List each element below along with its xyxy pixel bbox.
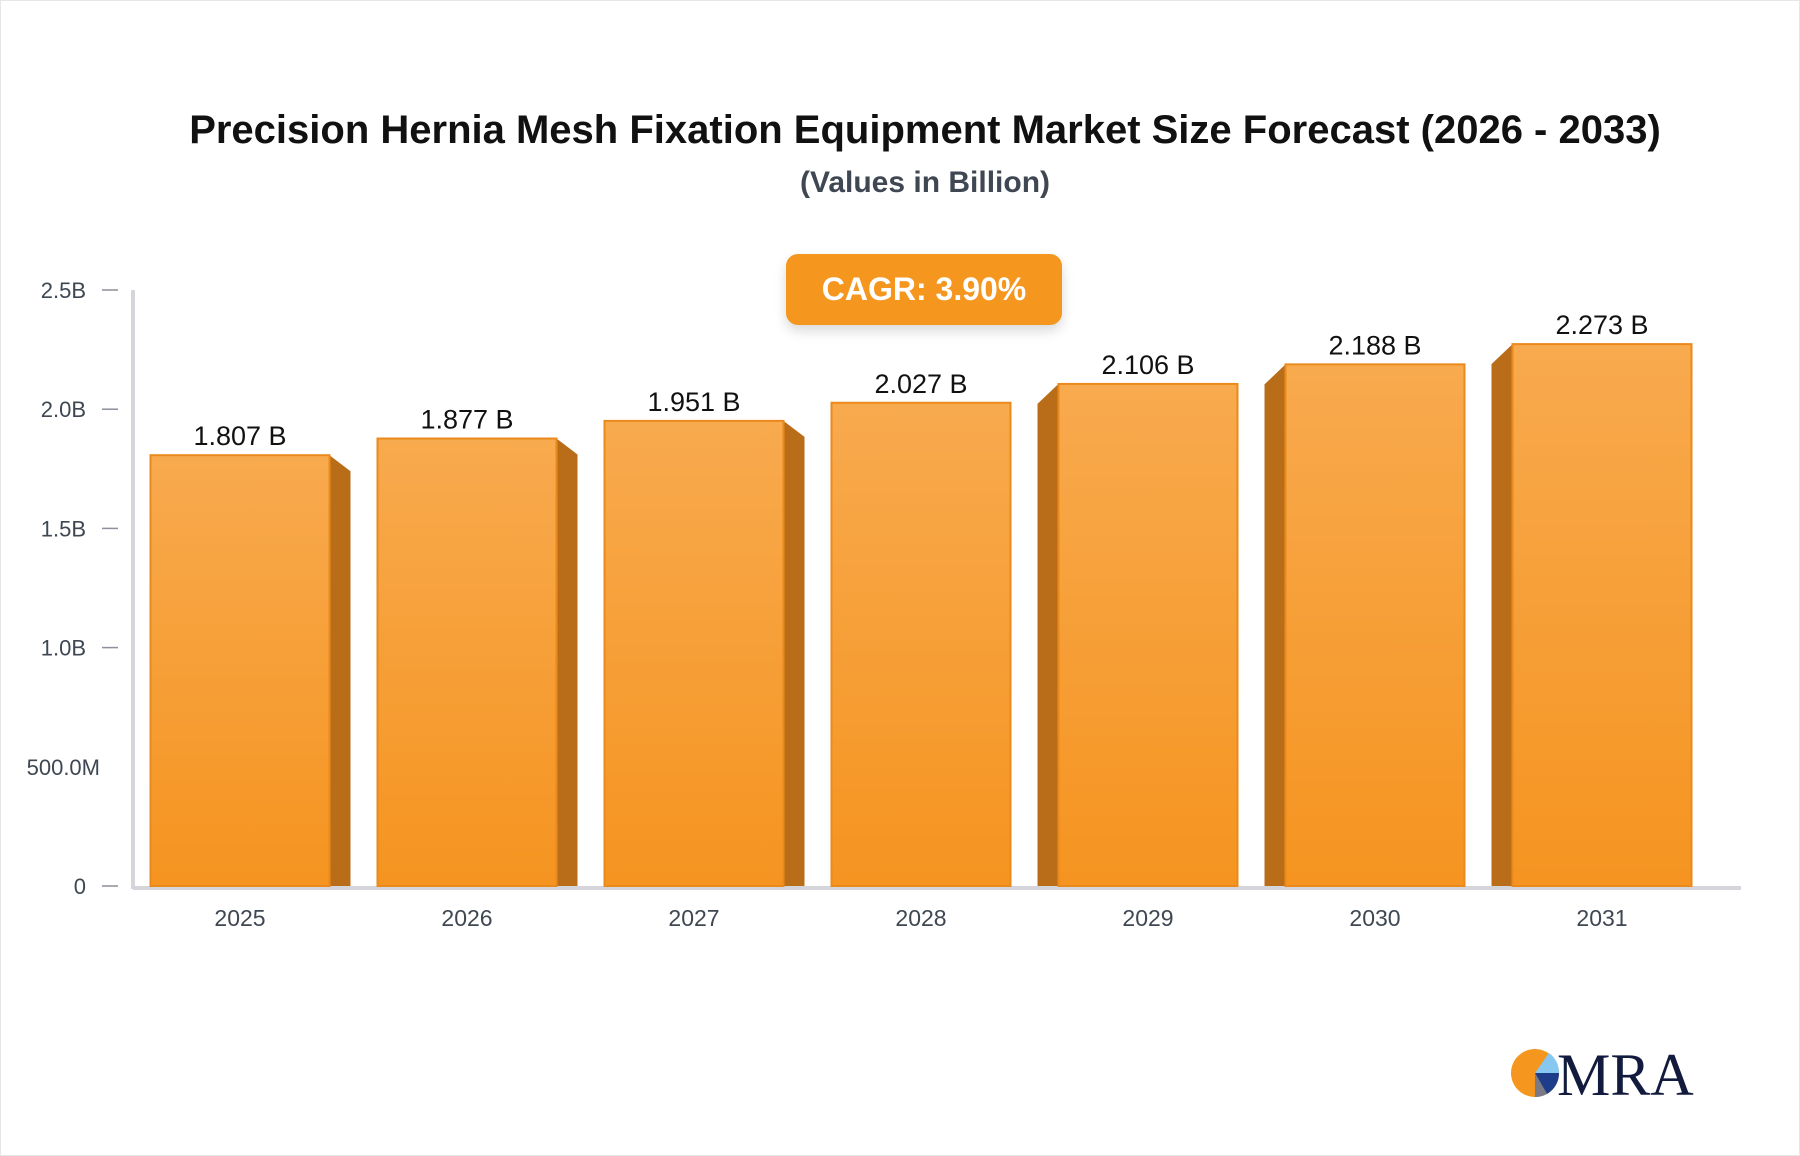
x-tick-label: 2031 (1576, 905, 1627, 931)
bar-2030 (1284, 363, 1466, 887)
y-tick-label: 2.5B (41, 278, 86, 303)
data-label: 2.027 B (874, 369, 967, 399)
bar-2029 (1057, 382, 1239, 887)
bar-2031 (1511, 343, 1693, 887)
bar-side (1491, 344, 1513, 886)
mra-logo: MRA (1511, 1042, 1694, 1102)
bar-side (556, 438, 578, 886)
bar-2028 (830, 401, 1012, 887)
chart-title: Precision Hernia Mesh Fixation Equipment… (189, 108, 1661, 152)
bar-side (1037, 383, 1059, 886)
bar-side (329, 455, 351, 886)
x-tick-label: 2028 (895, 905, 946, 931)
svg-text:MRA: MRA (1557, 1042, 1694, 1102)
x-tick-label: 2029 (1122, 905, 1173, 931)
bar-2027 (603, 419, 785, 887)
bar-2026 (376, 437, 558, 887)
y-tick-label: 500.0M (27, 755, 100, 780)
bar-2025 (149, 454, 331, 887)
x-tick-label: 2026 (441, 905, 492, 931)
bar-side (783, 420, 805, 886)
y-tick-label: 1.5B (41, 516, 86, 541)
data-label: 1.807 B (193, 421, 286, 451)
bar-side (1264, 364, 1286, 886)
data-label: 2.106 B (1101, 350, 1194, 380)
data-label: 1.951 B (647, 387, 740, 417)
x-tick-label: 2025 (214, 905, 265, 931)
cagr-badge: CAGR: 3.90% (786, 254, 1062, 325)
data-label: 2.273 B (1555, 310, 1648, 340)
y-tick-label: 0 (74, 874, 86, 899)
y-tick-label: 1.0B (41, 636, 86, 661)
y-tick-label: 2.0B (41, 397, 86, 422)
x-tick-label: 2027 (668, 905, 719, 931)
data-label: 1.877 B (420, 405, 513, 435)
chart-subtitle: (Values in Billion) (799, 166, 1051, 199)
data-label: 2.188 B (1328, 330, 1421, 360)
x-tick-label: 2030 (1349, 905, 1400, 931)
